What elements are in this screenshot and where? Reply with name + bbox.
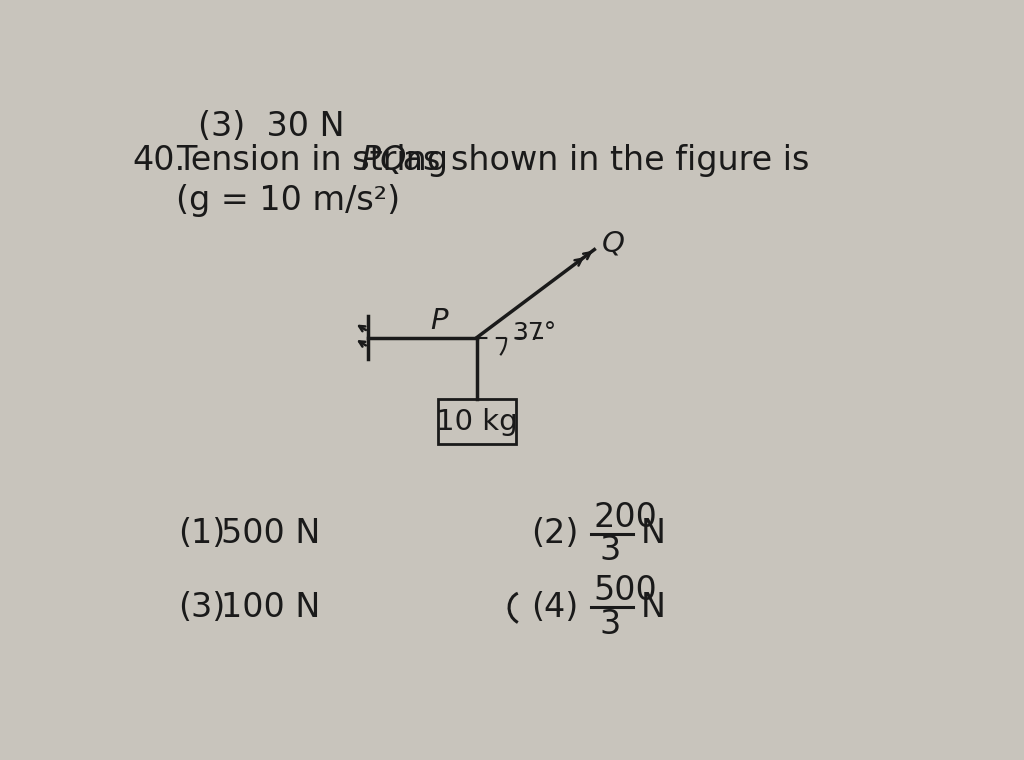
- Text: (2): (2): [531, 518, 579, 550]
- Text: (3)  30 N: (3) 30 N: [198, 110, 344, 144]
- Text: (1): (1): [178, 518, 225, 550]
- Text: N: N: [641, 591, 666, 624]
- Text: 3: 3: [599, 607, 621, 641]
- Text: Q: Q: [602, 230, 625, 258]
- Text: 3: 3: [599, 534, 621, 568]
- Text: PQ: PQ: [360, 144, 407, 176]
- Text: 100 N: 100 N: [221, 591, 321, 624]
- Text: as shown in the figure is: as shown in the figure is: [391, 144, 809, 176]
- Text: 37°: 37°: [512, 321, 557, 345]
- Text: (g = 10 m/s²): (g = 10 m/s²): [176, 184, 400, 217]
- Text: N: N: [641, 518, 666, 550]
- Text: 40.: 40.: [132, 144, 185, 176]
- Text: 500: 500: [593, 574, 656, 606]
- Text: (4): (4): [531, 591, 579, 624]
- Text: 500 N: 500 N: [221, 518, 321, 550]
- Text: (3): (3): [178, 591, 225, 624]
- Text: 200: 200: [593, 501, 656, 534]
- FancyBboxPatch shape: [438, 399, 515, 444]
- Text: Tension in string: Tension in string: [176, 144, 459, 176]
- Text: 10 kg: 10 kg: [436, 407, 517, 435]
- Text: P: P: [430, 307, 447, 334]
